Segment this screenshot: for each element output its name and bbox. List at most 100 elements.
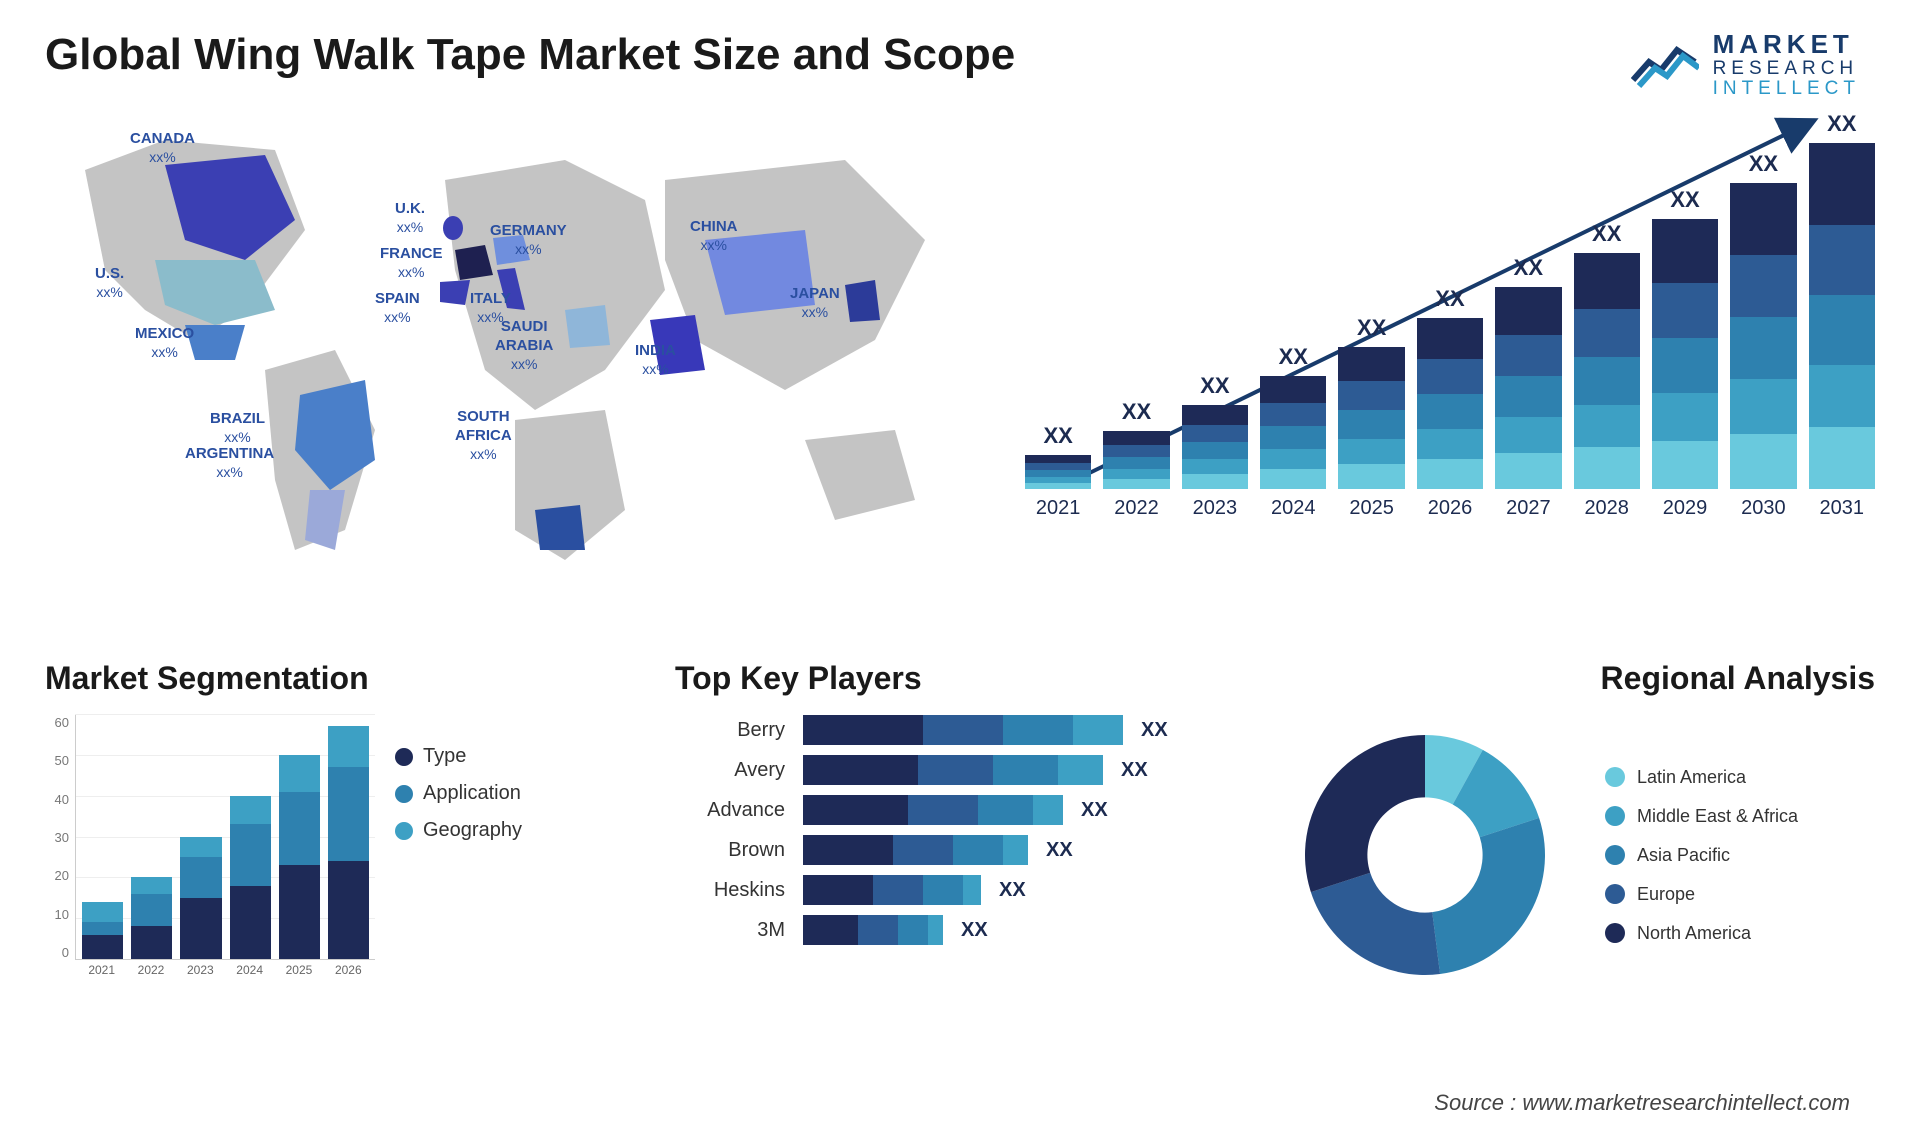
key-player-bar [803, 835, 1028, 865]
key-player-row: AdvanceXX [675, 795, 1245, 825]
seg-bar-segment [180, 857, 221, 898]
legend-swatch [395, 748, 413, 766]
map-japan [845, 280, 880, 322]
scope-bar-segment [1338, 464, 1404, 489]
scope-bar-segment [1025, 463, 1091, 470]
legend-label: Application [423, 782, 521, 805]
scope-bar-segment [1260, 403, 1326, 426]
scope-bar-segment [1809, 365, 1875, 427]
scope-bar-segment [1025, 470, 1091, 477]
key-player-bar-segment [1003, 715, 1073, 745]
seg-ytick: 60 [45, 715, 69, 730]
brand-logo: MARKET RESEARCH INTELLECT [1631, 30, 1860, 100]
scope-bar-segment [1730, 379, 1796, 434]
seg-bar [279, 755, 320, 959]
seg-bar-segment [328, 767, 369, 861]
scope-year-label: 2026 [1428, 497, 1473, 520]
key-player-bar-segment [908, 795, 978, 825]
legend-swatch [1605, 923, 1625, 943]
key-player-bar-segment [978, 795, 1033, 825]
legend-swatch [1605, 845, 1625, 865]
scope-bar-value: XX [1749, 151, 1778, 177]
key-player-bar-segment [803, 795, 908, 825]
seg-xlabel: 2026 [328, 963, 369, 985]
key-player-bar-segment [918, 755, 993, 785]
key-player-bar [803, 915, 943, 945]
scope-bar-segment [1730, 317, 1796, 379]
scope-bar-segment [1809, 225, 1875, 295]
map-argentina [305, 490, 345, 550]
key-player-bar-segment [963, 875, 981, 905]
seg-bar-segment [131, 877, 172, 893]
scope-bar-segment [1025, 483, 1091, 489]
regional-legend-item: Europe [1605, 884, 1798, 905]
seg-xlabel: 2023 [180, 963, 221, 985]
scope-bar: XX2025 [1338, 315, 1404, 520]
legend-label: North America [1637, 923, 1751, 944]
scope-bar-value: XX [1122, 399, 1151, 425]
seg-legend-item: Application [395, 782, 522, 805]
legend-label: Europe [1637, 884, 1695, 905]
scope-year-label: 2024 [1271, 497, 1316, 520]
scope-bar-segment [1652, 338, 1718, 393]
map-label: CHINAxx% [690, 218, 738, 256]
key-player-bar [803, 755, 1103, 785]
scope-bar-segment [1417, 318, 1483, 359]
scope-year-label: 2028 [1584, 497, 1629, 520]
scope-bar-segment [1652, 219, 1718, 283]
key-player-name: Avery [675, 759, 785, 782]
regional-legend-item: North America [1605, 923, 1798, 944]
key-player-value: XX [1046, 839, 1073, 862]
seg-bar-segment [180, 898, 221, 959]
map-label: SOUTHAFRICAxx% [455, 408, 512, 464]
seg-legend-item: Type [395, 745, 522, 768]
seg-ytick: 20 [45, 868, 69, 883]
scope-bar-segment [1495, 376, 1561, 417]
seg-ytick: 30 [45, 830, 69, 845]
scope-year-label: 2031 [1820, 497, 1865, 520]
brand-line3: INTELLECT [1713, 79, 1860, 100]
key-player-bar-segment [893, 835, 953, 865]
seg-bar-segment [279, 755, 320, 792]
key-player-bar-segment [803, 755, 918, 785]
scope-bar-segment [1574, 447, 1640, 489]
map-label: BRAZILxx% [210, 410, 265, 448]
scope-year-label: 2023 [1193, 497, 1238, 520]
key-player-row: BerryXX [675, 715, 1245, 745]
key-player-bar-segment [923, 875, 963, 905]
scope-bar-segment [1417, 459, 1483, 489]
seg-bar [230, 796, 271, 959]
seg-bar-segment [279, 792, 320, 866]
scope-bar-segment [1260, 469, 1326, 489]
seg-bar-segment [82, 935, 123, 960]
key-player-bar-segment [953, 835, 1003, 865]
key-player-bar-segment [993, 755, 1058, 785]
regional-legend-item: Latin America [1605, 767, 1798, 788]
scope-bar-segment [1417, 359, 1483, 394]
map-south-africa [535, 505, 585, 550]
key-player-value: XX [1081, 799, 1108, 822]
scope-bar-segment [1025, 455, 1091, 463]
key-player-row: AveryXX [675, 755, 1245, 785]
legend-swatch [395, 785, 413, 803]
segmentation-chart: 0102030405060 202120222023202420252026 [45, 715, 375, 985]
map-uk [443, 216, 463, 240]
key-player-bar-segment [1033, 795, 1063, 825]
key-player-bar [803, 875, 981, 905]
donut-slice [1432, 818, 1545, 974]
scope-bar-segment [1182, 405, 1248, 425]
map-label: U.K.xx% [395, 200, 425, 238]
scope-bar-segment [1574, 309, 1640, 357]
key-player-bar [803, 715, 1123, 745]
scope-bar-segment [1495, 417, 1561, 453]
key-player-bar-segment [803, 715, 923, 745]
seg-xlabel: 2022 [130, 963, 171, 985]
scope-bar-segment [1182, 474, 1248, 489]
key-player-bar-segment [858, 915, 898, 945]
scope-bar: XX2027 [1495, 255, 1561, 520]
scope-bar-segment [1574, 357, 1640, 405]
scope-bar-segment [1417, 394, 1483, 429]
scope-bar-segment [1260, 449, 1326, 469]
key-player-bar-segment [1073, 715, 1123, 745]
seg-bar-segment [328, 726, 369, 767]
